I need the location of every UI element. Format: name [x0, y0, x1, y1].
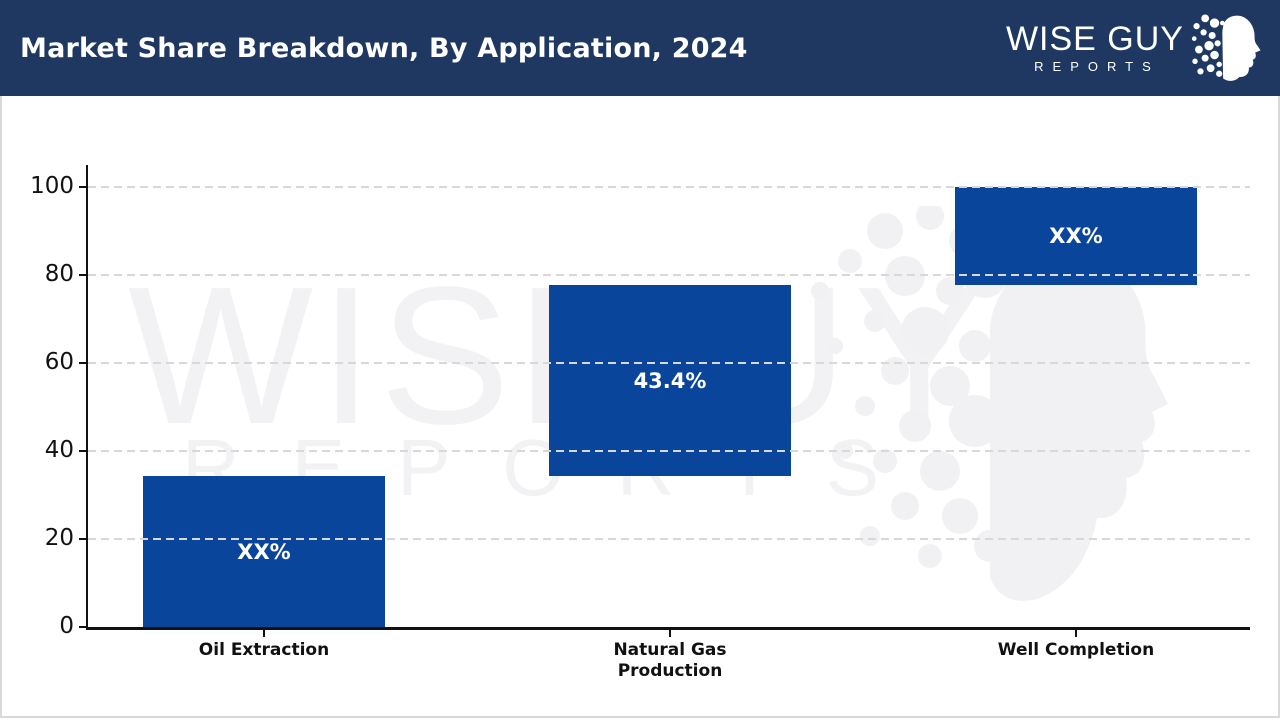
x-tick-mark — [263, 629, 265, 637]
y-tick-label: 80 — [44, 261, 74, 287]
bar: XX% — [955, 187, 1197, 286]
y-tick-mark — [79, 538, 87, 540]
y-tick-mark — [79, 274, 87, 276]
y-tick-mark — [79, 626, 87, 628]
y-tick-label: 0 — [59, 613, 74, 639]
logo-wordmark: WISE GUY — [1005, 20, 1184, 58]
x-tick-mark — [1075, 629, 1077, 637]
y-tick-label: 60 — [44, 349, 74, 375]
header: Market Share Breakdown, By Application, … — [0, 0, 1280, 96]
y-tick-mark — [79, 186, 87, 188]
x-tick-label: Well Completion — [936, 640, 1216, 661]
y-axis-line — [86, 165, 88, 630]
logo-text: WISE GUY REPORTS — [1006, 22, 1184, 74]
frame-left-edge — [0, 96, 2, 718]
chart-area: WISE GUY REPORTS XX%Oil — [0, 96, 1280, 720]
gridline — [88, 186, 1250, 188]
logo-head-icon — [1191, 14, 1261, 81]
bar-value-label: XX% — [237, 539, 291, 564]
gridline — [88, 538, 1250, 540]
x-tick-label-line: Oil Extraction — [198, 640, 330, 660]
x-tick-label-line: Natural Gas — [613, 640, 727, 660]
brand-logo: WISE GUY REPORTS — [1006, 5, 1266, 91]
bar-value-label: XX% — [1049, 224, 1103, 249]
bar-value-label: 43.4% — [633, 368, 707, 393]
gridline — [88, 274, 1250, 276]
x-tick-label: Natural Gas Production — [530, 640, 810, 682]
x-tick-mark — [669, 629, 671, 637]
bar: 43.4% — [549, 285, 791, 477]
y-tick-mark — [79, 362, 87, 364]
y-tick-label: 20 — [44, 525, 74, 551]
chart-title: Market Share Breakdown, By Application, … — [20, 32, 748, 64]
y-tick-label: 100 — [30, 173, 74, 199]
x-tick-label: Oil Extraction — [124, 640, 404, 661]
gridline — [88, 450, 1250, 452]
frame-bottom-edge — [0, 716, 1280, 718]
x-tick-label-line: Production — [617, 661, 723, 681]
bar: XX% — [143, 476, 385, 627]
y-tick-label: 40 — [44, 437, 74, 463]
logo-subtitle: REPORTS — [1034, 59, 1160, 74]
x-axis-line — [86, 627, 1250, 630]
gridline — [88, 362, 1250, 364]
x-tick-label-line: Well Completion — [997, 640, 1155, 660]
frame-right-edge — [1278, 96, 1280, 718]
y-tick-mark — [79, 450, 87, 452]
